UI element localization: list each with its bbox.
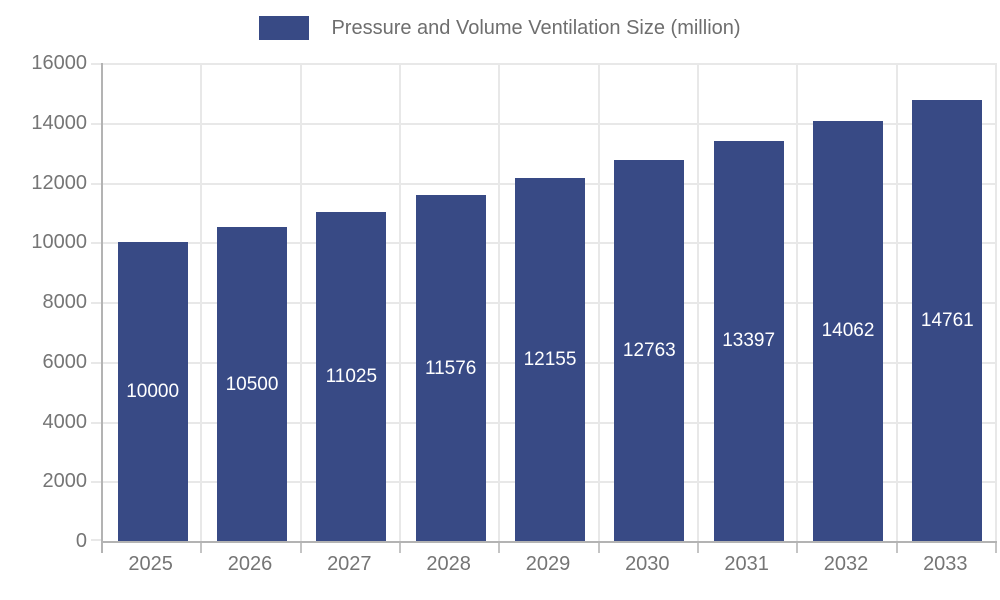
bar-2029[interactable]: 12155	[515, 177, 585, 541]
x-axis-tick	[200, 543, 203, 553]
y-axis-tick-label: 8000	[42, 291, 88, 313]
bar-value-label: 11025	[325, 365, 378, 387]
y-axis-tick-label: 6000	[42, 350, 88, 373]
gridline-vertical	[796, 63, 799, 541]
y-axis-tick-label: 2000	[42, 470, 88, 493]
bar-2030[interactable]: 12763	[614, 159, 685, 541]
bar-value-label: 13397	[722, 330, 776, 352]
x-axis-tick-label: 2025	[128, 553, 173, 575]
y-axis-tick	[91, 242, 101, 245]
chart-legend[interactable]: Pressure and Volume Ventilation Size (mi…	[0, 16, 1000, 40]
bar-value-label: 12763	[622, 339, 676, 361]
x-axis-tick	[995, 543, 997, 553]
bar-2031[interactable]: 13397	[713, 140, 784, 541]
gridline-vertical	[597, 63, 600, 541]
y-axis-tick-label: 10000	[31, 231, 87, 254]
x-axis-tick	[299, 543, 302, 553]
gridline-vertical	[895, 63, 898, 541]
y-axis-line-extension	[101, 541, 103, 553]
gridline-vertical	[299, 63, 302, 541]
bar-2033[interactable]: 14761	[912, 100, 983, 541]
y-axis-labels: 0 2000 4000 6000 8000 10000 12000 14000 16000	[0, 52, 88, 552]
gridline-vertical	[399, 63, 401, 541]
x-axis-tick-label: 2026	[227, 553, 273, 575]
y-axis-tick	[91, 122, 101, 125]
x-axis-tick	[796, 543, 799, 553]
bar-value-label: 12155	[523, 348, 577, 370]
bar-2032[interactable]: 14062	[813, 120, 883, 541]
y-axis-tick	[91, 481, 101, 484]
x-axis-tick	[399, 543, 401, 553]
x-axis-tick-label: 2033	[923, 553, 968, 575]
y-axis-tick	[91, 421, 101, 424]
x-axis-tick-label: 2032	[823, 553, 869, 575]
y-axis-tick	[91, 539, 101, 541]
bar-value-label: 11576	[424, 357, 477, 379]
y-axis-tick-label: 16000	[31, 52, 87, 74]
legend-label: Pressure and Volume Ventilation Size (mi…	[331, 16, 741, 39]
bar-value-label: 14761	[920, 310, 974, 331]
gridline-horizontal	[103, 63, 997, 65]
x-axis-tick	[498, 543, 501, 553]
y-axis-tick-label: 4000	[42, 410, 88, 433]
bar-value-label: 14062	[821, 320, 875, 342]
plot-area: 10000 10500 11025 11576 12155 12763 13397 14062…	[91, 63, 997, 553]
x-axis-tick	[895, 543, 898, 553]
x-axis-tick-label: 2027	[327, 553, 372, 575]
x-axis-tick-label: 2028	[426, 553, 471, 575]
y-axis-tick-label: 14000	[31, 111, 87, 134]
bar-2028[interactable]: 11576	[415, 195, 486, 541]
gridline-horizontal	[103, 122, 997, 125]
y-axis-tick	[91, 63, 101, 65]
gridline-vertical	[995, 63, 997, 541]
x-axis-tick-label: 2029	[525, 553, 571, 575]
gridline-vertical	[697, 63, 699, 541]
x-axis-tick-label: 2031	[724, 553, 769, 575]
legend-swatch	[259, 16, 310, 40]
x-axis-tick	[697, 543, 699, 553]
x-axis-labels: 2025 2026 2027 2028 2029 2030 2031 2032 2033	[101, 553, 995, 583]
gridline-vertical	[498, 63, 501, 541]
y-axis-tick	[91, 361, 101, 364]
bar-2025[interactable]: 10000	[117, 242, 188, 541]
x-axis-tick	[597, 543, 600, 553]
y-axis-tick-label: 0	[75, 530, 87, 552]
bar-value-label: 10500	[225, 373, 279, 395]
y-axis-tick-label: 12000	[31, 171, 87, 194]
y-axis-tick	[91, 302, 101, 304]
bar-2026[interactable]: 10500	[217, 227, 287, 541]
bar-2027[interactable]: 11025	[316, 211, 387, 541]
bar-value-label: 10000	[126, 381, 180, 403]
y-axis-tick	[91, 182, 101, 185]
gridline-vertical	[200, 63, 203, 541]
x-axis-tick-label: 2030	[625, 553, 670, 575]
